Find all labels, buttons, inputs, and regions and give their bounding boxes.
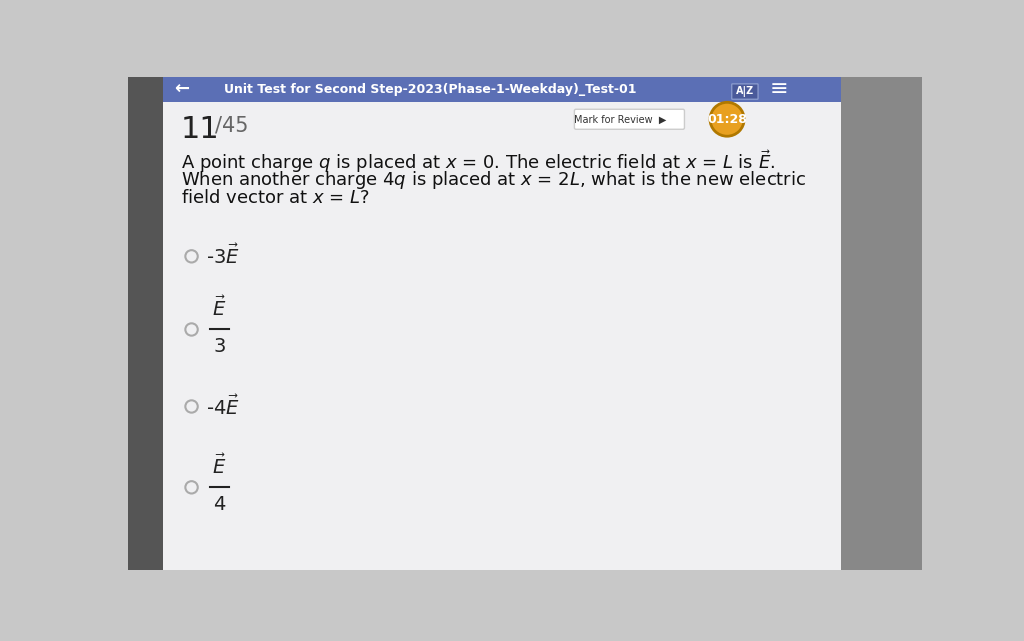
Text: ≡: ≡ [770,79,788,99]
FancyBboxPatch shape [841,77,922,570]
Text: ←: ← [174,80,189,98]
Text: A|Z: A|Z [736,86,754,97]
Text: When another charge 4$q$ is placed at $x$ = 2$L$, what is the new electric: When another charge 4$q$ is placed at $x… [180,169,806,190]
Text: /45: /45 [215,115,248,135]
Text: 4: 4 [213,495,225,514]
Text: field vector at $x$ = $L$?: field vector at $x$ = $L$? [180,188,370,206]
Text: 3: 3 [213,337,225,356]
Text: $\vec{E}$: $\vec{E}$ [212,454,226,478]
Text: $\vec{E}$: $\vec{E}$ [212,296,226,320]
Text: -3$\vec{E}$: -3$\vec{E}$ [206,244,240,269]
FancyBboxPatch shape [128,77,163,570]
Text: Unit Test for Second Step-2023(Phase-1-Weekday)_Test-01: Unit Test for Second Step-2023(Phase-1-W… [224,83,637,96]
FancyBboxPatch shape [163,77,841,570]
FancyBboxPatch shape [574,109,684,129]
Text: 11: 11 [180,115,219,144]
Text: Mark for Review  ▶: Mark for Review ▶ [573,114,667,124]
Text: A point charge $q$ is placed at $x$ = 0. The electric field at $x$ = $L$ is $\ve: A point charge $q$ is placed at $x$ = 0.… [180,149,775,176]
Text: -4$\vec{E}$: -4$\vec{E}$ [206,394,240,419]
Text: 01:28: 01:28 [708,113,748,126]
FancyBboxPatch shape [163,77,841,103]
Circle shape [710,103,744,136]
FancyBboxPatch shape [732,84,758,99]
